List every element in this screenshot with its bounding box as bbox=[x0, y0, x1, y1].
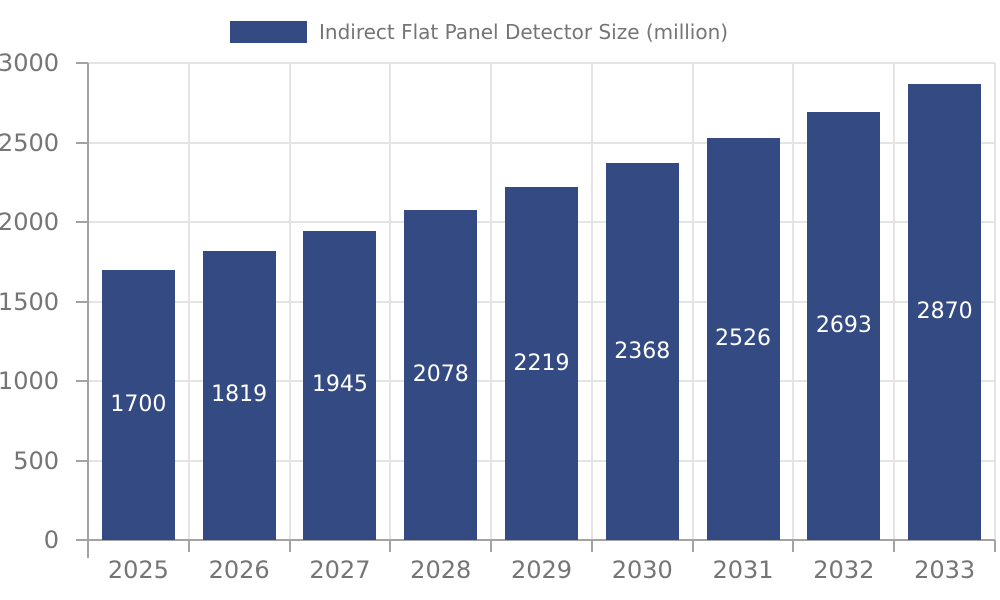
gridline-vertical bbox=[590, 63, 593, 540]
x-tick-mark bbox=[389, 540, 392, 552]
y-tick-label: 2500 bbox=[0, 128, 59, 157]
gridline-vertical bbox=[187, 63, 190, 540]
bar-value-label: 1945 bbox=[311, 372, 368, 398]
y-tick-label: 1500 bbox=[0, 287, 59, 316]
bar-value-label: 2219 bbox=[513, 350, 570, 376]
y-axis-line bbox=[87, 63, 89, 558]
legend-label: Indirect Flat Panel Detector Size (milli… bbox=[319, 20, 729, 44]
bar bbox=[202, 250, 276, 540]
y-tick-label: 0 bbox=[43, 526, 59, 554]
x-tick-label: 2029 bbox=[510, 556, 573, 584]
bar bbox=[908, 83, 982, 540]
x-tick-label: 2027 bbox=[309, 556, 371, 584]
legend: Indirect Flat Panel Detector Size (milli… bbox=[230, 20, 728, 44]
x-axis-line bbox=[76, 539, 995, 541]
gridline-horizontal bbox=[88, 62, 995, 64]
bar-value-label: 2368 bbox=[614, 338, 671, 364]
x-tick-mark bbox=[590, 540, 593, 552]
bar bbox=[807, 111, 881, 540]
x-tick-label: 2032 bbox=[813, 556, 875, 584]
x-tick-label: 2026 bbox=[208, 556, 270, 584]
y-tick-mark bbox=[76, 62, 88, 64]
gridline-vertical bbox=[288, 63, 291, 540]
bar-value-label: 2870 bbox=[916, 298, 973, 324]
y-tick-mark bbox=[76, 380, 88, 382]
x-tick-label: 2033 bbox=[914, 556, 976, 584]
y-tick-label: 3000 bbox=[0, 49, 59, 77]
x-tick-mark bbox=[792, 540, 795, 552]
x-tick-mark bbox=[187, 540, 190, 552]
gridline-vertical bbox=[994, 63, 996, 540]
gridline-vertical bbox=[389, 63, 392, 540]
y-tick-mark bbox=[76, 221, 88, 223]
y-tick-mark bbox=[76, 459, 88, 462]
legend-swatch bbox=[230, 21, 307, 43]
bar-value-label: 2526 bbox=[715, 326, 772, 352]
x-tick-label: 2031 bbox=[712, 556, 774, 584]
bar bbox=[605, 163, 679, 540]
bar bbox=[706, 138, 780, 540]
gridline-vertical bbox=[893, 63, 896, 540]
bar bbox=[101, 269, 175, 540]
x-tick-mark bbox=[490, 540, 493, 552]
x-tick-label: 2030 bbox=[611, 556, 673, 584]
gridline-vertical bbox=[490, 63, 493, 540]
x-tick-mark bbox=[288, 540, 291, 552]
x-tick-mark bbox=[994, 540, 996, 552]
x-tick-label: 2025 bbox=[107, 556, 169, 584]
y-tick-label: 1000 bbox=[0, 367, 59, 395]
bar-value-label: 2693 bbox=[815, 312, 872, 338]
y-tick-label: 2000 bbox=[0, 208, 59, 236]
gridline-vertical bbox=[792, 63, 795, 540]
bar bbox=[505, 187, 578, 540]
y-tick-mark bbox=[76, 141, 88, 144]
bar-value-label: 1700 bbox=[110, 391, 167, 417]
bar-value-label: 1819 bbox=[211, 382, 268, 408]
bar bbox=[303, 230, 377, 540]
y-tick-mark bbox=[76, 300, 88, 303]
gridline-horizontal bbox=[88, 141, 995, 144]
x-tick-label: 2028 bbox=[410, 556, 472, 584]
bar bbox=[404, 209, 478, 540]
x-tick-mark bbox=[893, 540, 896, 552]
y-tick-label: 500 bbox=[13, 446, 59, 475]
gridline-vertical bbox=[691, 63, 694, 540]
x-tick-mark bbox=[691, 540, 694, 552]
bar-value-label: 2078 bbox=[412, 361, 469, 387]
